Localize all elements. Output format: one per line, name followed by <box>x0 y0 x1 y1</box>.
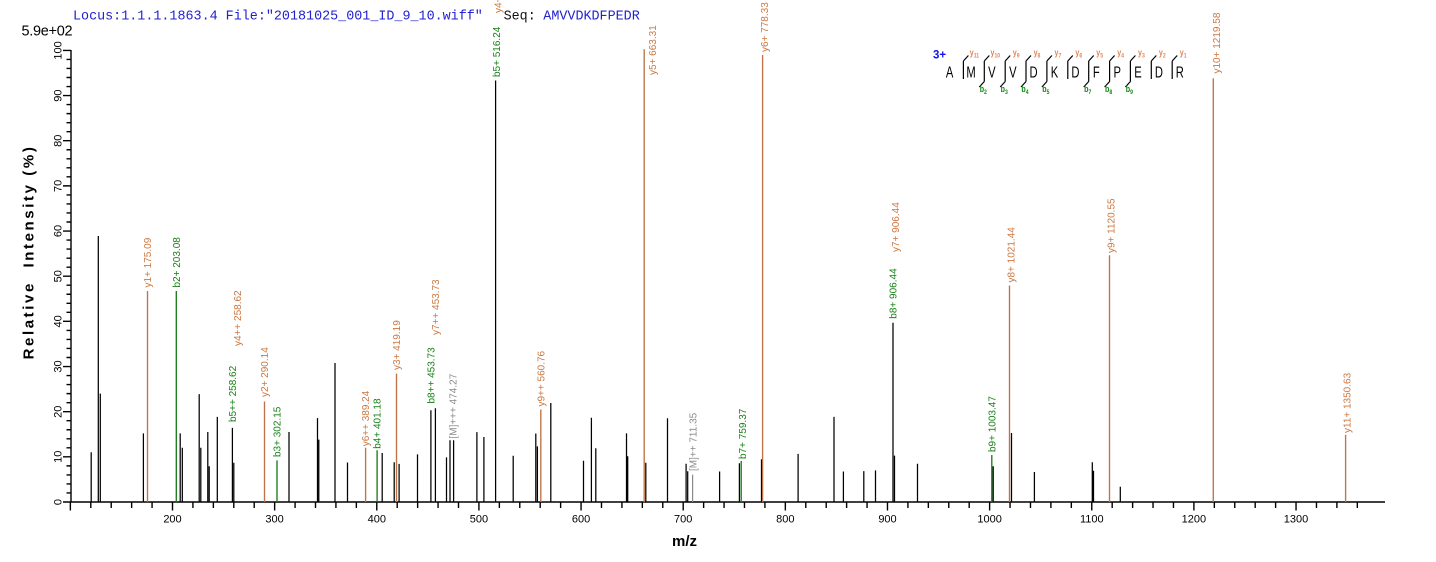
svg-text:y6++ 389.24: y6++ 389.24 <box>361 390 372 446</box>
svg-text:y4+ 516.24: y4+ 516.24 <box>494 0 505 13</box>
svg-text:b8++ 453.73: b8++ 453.73 <box>427 347 438 404</box>
svg-text:b4: b4 <box>1021 83 1029 96</box>
svg-text:y3+ 419.19: y3+ 419.19 <box>392 320 403 370</box>
svg-text:V: V <box>988 62 996 81</box>
svg-text:b3+ 302.15: b3+ 302.15 <box>273 406 284 457</box>
svg-text:E: E <box>1134 62 1141 81</box>
svg-text:R: R <box>1176 62 1184 81</box>
svg-text:D: D <box>1155 62 1163 81</box>
svg-text:b8: b8 <box>1105 83 1113 96</box>
svg-text:100: 100 <box>53 41 65 59</box>
svg-text:b9+ 1003.47: b9+ 1003.47 <box>988 396 999 452</box>
svg-text:200: 200 <box>163 514 181 526</box>
svg-text:y1+ 175.09: y1+ 175.09 <box>143 237 154 287</box>
svg-text:y9++ 560.76: y9++ 560.76 <box>536 350 547 406</box>
svg-text:50: 50 <box>53 270 65 282</box>
svg-text:b7: b7 <box>1084 83 1092 96</box>
svg-text:y10+ 1219.58: y10+ 1219.58 <box>1212 12 1223 73</box>
svg-text:y7+ 906.44: y7+ 906.44 <box>891 202 902 252</box>
svg-text:Locus:1.1.1.1863.4 File:"20181: Locus:1.1.1.1863.4 File:"20181025_001_ID… <box>73 10 483 25</box>
svg-text:[M]++ 711.35: [M]++ 711.35 <box>688 412 699 471</box>
svg-text:y3: y3 <box>1138 46 1145 59</box>
svg-text:y4++ 258.62: y4++ 258.62 <box>233 290 244 346</box>
svg-text:Relative Intensity (%): Relative Intensity (%) <box>21 145 38 360</box>
svg-text:K: K <box>1051 62 1059 81</box>
svg-text:3+: 3+ <box>933 49 946 61</box>
svg-text:y5+ 663.31: y5+ 663.31 <box>648 25 659 75</box>
svg-text:y10: y10 <box>990 46 1000 59</box>
svg-text:80: 80 <box>53 135 65 147</box>
svg-text:60: 60 <box>53 225 65 237</box>
svg-text:Seq:: Seq: <box>504 10 536 25</box>
svg-text:600: 600 <box>572 514 590 526</box>
svg-text:D: D <box>1071 62 1079 81</box>
svg-text:[M]+++ 474.27: [M]+++ 474.27 <box>449 373 460 438</box>
svg-text:800: 800 <box>776 514 794 526</box>
svg-text:D: D <box>1030 62 1038 81</box>
svg-text:y5: y5 <box>1096 46 1103 59</box>
svg-text:1200: 1200 <box>1182 514 1206 526</box>
svg-text:500: 500 <box>470 514 488 526</box>
svg-text:20: 20 <box>53 406 65 418</box>
svg-text:b5++ 258.62: b5++ 258.62 <box>228 365 239 422</box>
svg-text:0: 0 <box>53 499 65 505</box>
svg-text:y2: y2 <box>1159 46 1166 59</box>
svg-text:M: M <box>966 62 975 81</box>
svg-text:A: A <box>946 62 954 81</box>
svg-text:y1: y1 <box>1180 46 1187 59</box>
svg-text:b2+ 203.08: b2+ 203.08 <box>172 237 183 288</box>
svg-text:y7++ 453.73: y7++ 453.73 <box>431 279 442 335</box>
svg-text:y11: y11 <box>970 46 980 59</box>
svg-text:30: 30 <box>53 360 65 372</box>
svg-text:b3: b3 <box>1001 83 1009 96</box>
svg-text:y11+ 1350.63: y11+ 1350.63 <box>1343 372 1354 433</box>
svg-text:40: 40 <box>53 315 65 327</box>
svg-text:P: P <box>1113 62 1120 81</box>
svg-text:b8+ 906.44: b8+ 906.44 <box>888 268 899 319</box>
svg-text:1100: 1100 <box>1080 514 1104 526</box>
svg-text:b4+ 401.18: b4+ 401.18 <box>373 398 384 449</box>
svg-text:y8+ 1021.44: y8+ 1021.44 <box>1006 227 1017 283</box>
svg-text:m/z: m/z <box>672 533 697 550</box>
svg-text:b5+ 516.24: b5+ 516.24 <box>492 26 503 77</box>
svg-text:AMVVDKDFPEDR: AMVVDKDFPEDR <box>543 10 639 25</box>
svg-text:1300: 1300 <box>1284 514 1308 526</box>
svg-text:y6+ 778.33: y6+ 778.33 <box>760 2 771 52</box>
svg-text:1000: 1000 <box>977 514 1001 526</box>
svg-text:y2+ 290.14: y2+ 290.14 <box>260 347 271 397</box>
svg-text:10: 10 <box>53 451 65 463</box>
svg-text:b9: b9 <box>1126 83 1134 96</box>
svg-text:70: 70 <box>53 180 65 192</box>
svg-text:900: 900 <box>878 514 896 526</box>
svg-text:300: 300 <box>265 514 283 526</box>
svg-text:y9: y9 <box>1013 46 1020 59</box>
svg-text:F: F <box>1093 62 1100 81</box>
svg-text:5.9e+02: 5.9e+02 <box>22 24 73 40</box>
svg-text:y4: y4 <box>1117 46 1124 59</box>
svg-text:V: V <box>1009 62 1017 81</box>
svg-text:y6: y6 <box>1075 46 1082 59</box>
svg-text:90: 90 <box>53 89 65 101</box>
svg-text:b5: b5 <box>1042 83 1050 96</box>
svg-text:y8: y8 <box>1034 46 1041 59</box>
svg-text:y7: y7 <box>1054 46 1061 59</box>
svg-text:400: 400 <box>368 514 386 526</box>
svg-text:b7+ 759.37: b7+ 759.37 <box>738 408 749 459</box>
svg-text:700: 700 <box>674 514 692 526</box>
svg-text:y9+ 1120.55: y9+ 1120.55 <box>1107 198 1118 253</box>
svg-text:b2: b2 <box>980 83 988 96</box>
